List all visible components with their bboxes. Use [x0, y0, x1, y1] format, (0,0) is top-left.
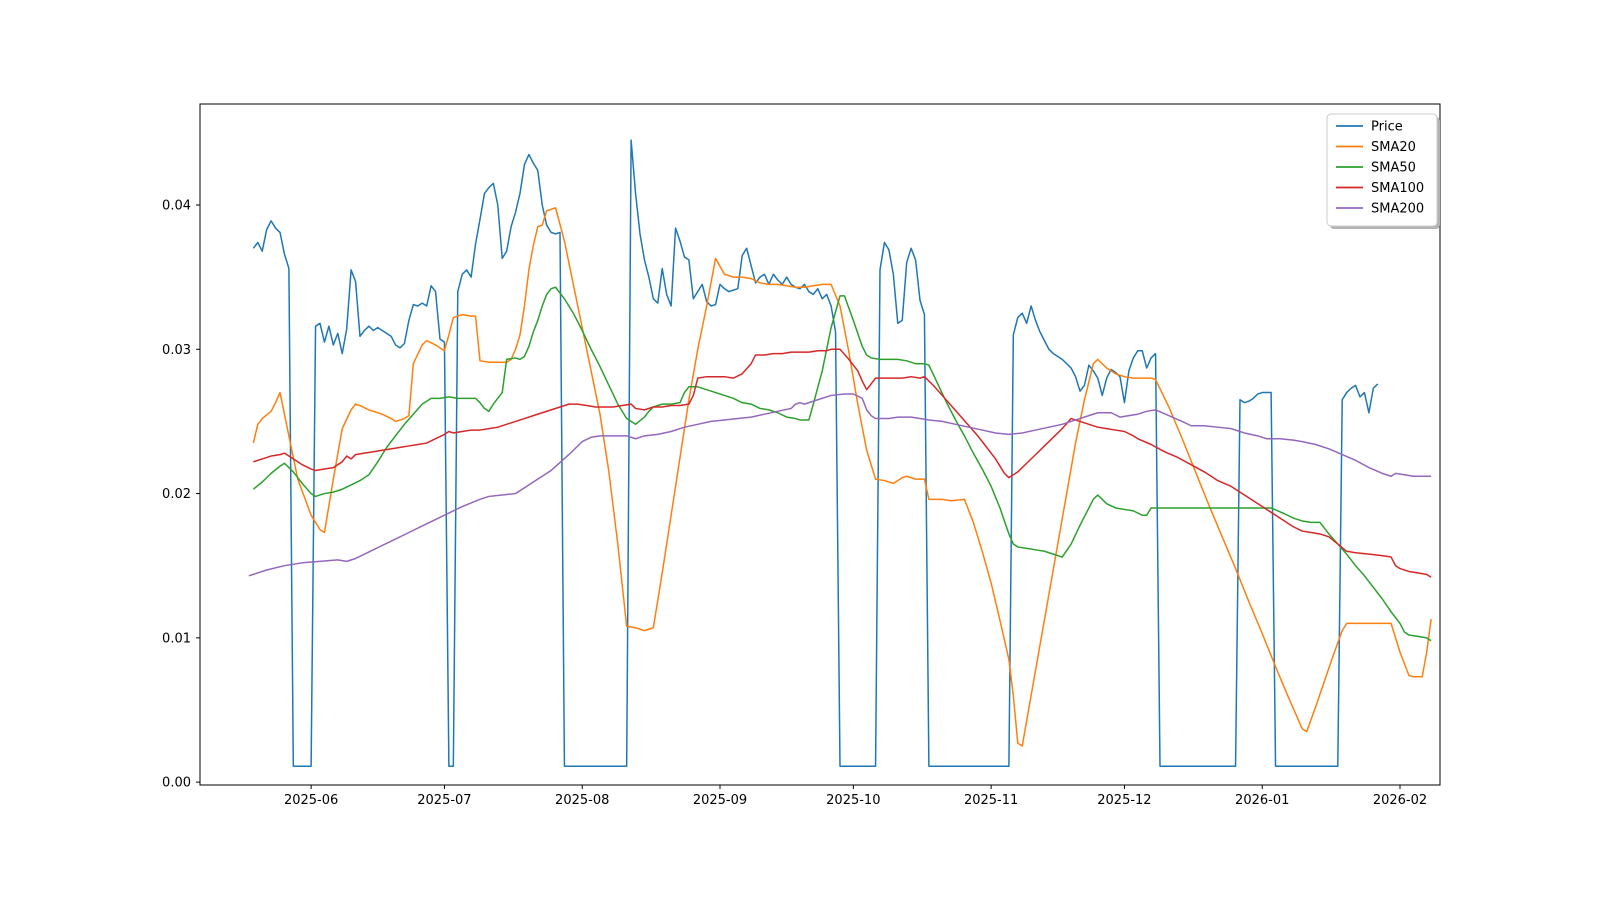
series-line-sma50: [252, 286, 1432, 642]
x-tick-label: 2025-08: [555, 793, 609, 808]
series-line-sma200: [248, 393, 1432, 577]
x-tick-label: 2025-06: [284, 793, 338, 808]
x-tick-label: 2025-12: [1097, 793, 1151, 808]
legend-label: SMA200: [1371, 202, 1424, 217]
x-tick-label: 2025-11: [964, 793, 1018, 808]
legend-label: SMA100: [1371, 181, 1424, 196]
y-tick-label: 0.00: [162, 776, 191, 791]
y-tick-label: 0.01: [162, 631, 191, 646]
legend-label: Price: [1371, 120, 1403, 135]
x-tick-label: 2025-07: [417, 793, 471, 808]
y-tick-label: 0.04: [162, 198, 191, 213]
y-tick-label: 0.02: [162, 487, 191, 502]
series-line-sma100: [253, 348, 1432, 578]
legend-item-sma100: SMA100: [1336, 181, 1424, 196]
y-tick-label: 0.03: [162, 343, 191, 358]
x-tick-label: 2025-09: [693, 793, 747, 808]
legend-label: SMA50: [1371, 161, 1416, 176]
legend-item-sma200: SMA200: [1336, 202, 1424, 217]
series-line-sma20: [252, 207, 1432, 747]
legend-label: SMA20: [1371, 140, 1416, 155]
x-tick-label: 2026-01: [1235, 793, 1289, 808]
legend-item-sma20: SMA20: [1336, 140, 1416, 155]
legend-item-price: Price: [1336, 120, 1403, 135]
plot-frame: [199, 103, 1441, 786]
series-line-price: [252, 139, 1379, 767]
x-tick-label: 2025-10: [826, 793, 880, 808]
legend-item-sma50: SMA50: [1336, 161, 1416, 176]
legend-box: [1326, 113, 1438, 227]
x-tick-label: 2026-02: [1373, 793, 1427, 808]
